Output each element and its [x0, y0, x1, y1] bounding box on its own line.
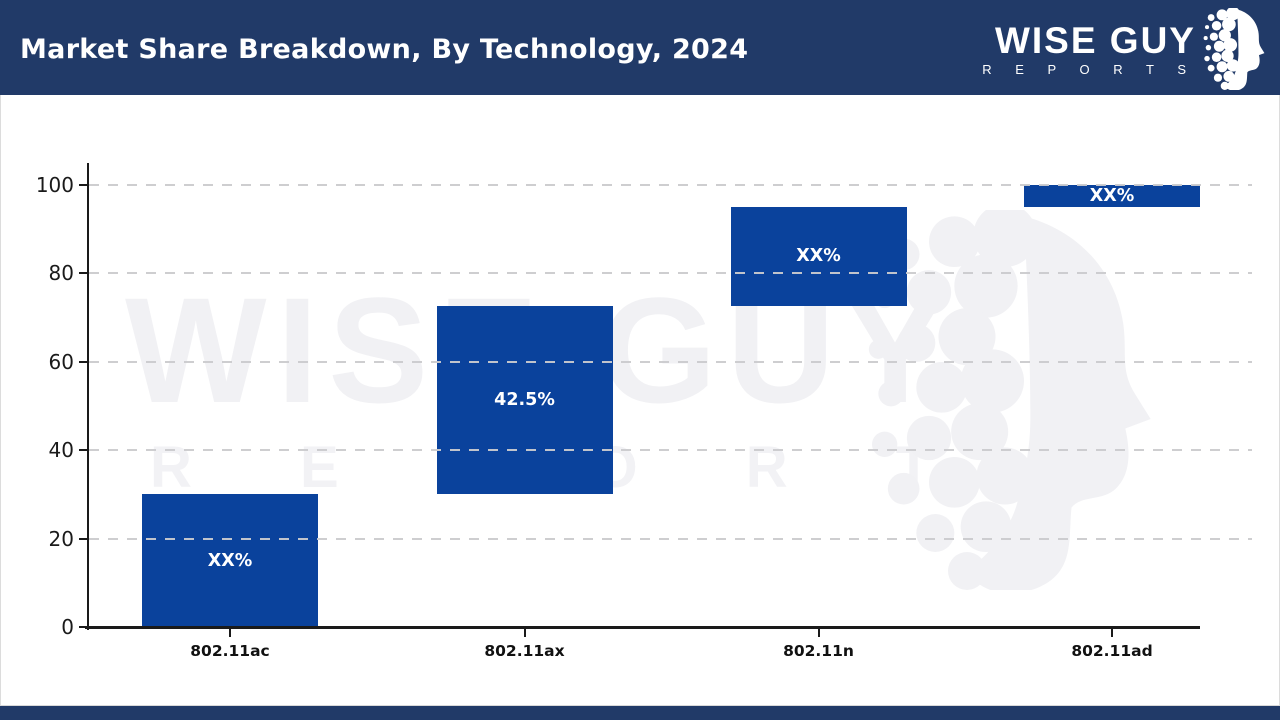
wise-guy-reports-logo: WISE GUY R E P O R T S — [982, 6, 1268, 90]
y-tick-label-40: 40 — [48, 438, 74, 462]
y-tickmark-0 — [79, 626, 87, 628]
y-tickmark-40 — [79, 449, 87, 451]
bar-802.11n — [730, 206, 907, 307]
x-tick-label-802.11ad: 802.11ad — [1071, 642, 1153, 660]
bar-value-label: XX% — [207, 550, 253, 571]
x-axis-line — [85, 626, 1200, 629]
footer-bar — [0, 706, 1280, 720]
bar-802.11ad — [1024, 184, 1200, 207]
x-tickmark-802.11ad — [1111, 629, 1113, 637]
header-bar: Market Share Breakdown, By Technology, 2… — [0, 0, 1280, 95]
bar-value-label: 42.5% — [494, 390, 555, 411]
bar-802.11ac — [142, 494, 318, 627]
y-tick-label-80: 80 — [48, 261, 74, 285]
y-tick-label-0: 0 — [61, 615, 74, 639]
x-tickmark-802.11n — [817, 629, 820, 637]
y-axis-line — [87, 163, 89, 630]
y-tick-label-100: 100 — [35, 172, 74, 197]
gridline-40 — [89, 449, 1252, 451]
y-tickmark-100 — [79, 183, 87, 186]
watermark-head-icon — [868, 210, 1151, 590]
y-tickmark-80 — [79, 272, 87, 274]
y-tick-label-20: 20 — [48, 526, 74, 551]
dotted-head-logo-icon — [1203, 8, 1265, 90]
x-tickmark-802.11ax — [523, 629, 526, 637]
gridline-100 — [89, 183, 1252, 186]
gridline-20 — [89, 537, 1252, 540]
chart-title: Market Share Breakdown, By Technology, 2… — [20, 34, 749, 65]
logo-primary-text: WISE GUY — [994, 20, 1196, 61]
x-tickmark-802.11ac — [229, 629, 231, 637]
bar-value-label: XX% — [1089, 185, 1135, 206]
y-tickmark-60 — [79, 360, 87, 363]
logo-text: WISE GUY R E P O R T S — [982, 20, 1196, 78]
y-tickmark-20 — [79, 537, 87, 540]
bottom-divider — [0, 705, 1280, 706]
x-tick-label-802.11ax: 802.11ax — [484, 642, 565, 660]
bar-value-label: XX% — [796, 246, 841, 267]
gridline-80 — [89, 272, 1252, 274]
x-tick-label-802.11ac: 802.11ac — [190, 642, 270, 660]
y-tick-label-60: 60 — [48, 349, 74, 374]
logo-secondary-text: R E P O R T S — [982, 62, 1196, 77]
bar-802.11ax — [436, 306, 613, 495]
x-tick-label-802.11n: 802.11n — [783, 642, 854, 660]
gridline-60 — [89, 360, 1252, 363]
